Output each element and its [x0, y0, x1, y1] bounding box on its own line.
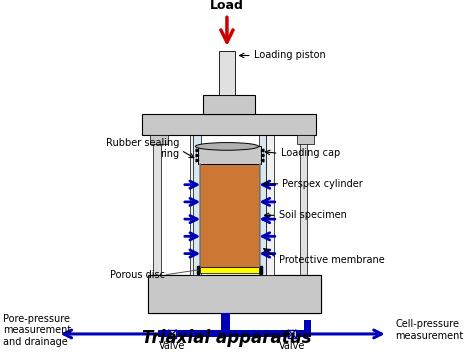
Ellipse shape [195, 143, 258, 150]
Bar [300, 135, 307, 275]
Bar [198, 146, 261, 164]
Bar [200, 164, 259, 267]
Bar [288, 330, 296, 338]
Text: Rubber sealing
ring: Rubber sealing ring [106, 137, 179, 159]
Bar [200, 158, 259, 164]
Bar [200, 267, 259, 273]
Text: Protective membrane: Protective membrane [279, 255, 384, 265]
Bar [203, 95, 255, 114]
Text: Cell-pressure
measurement: Cell-pressure measurement [395, 319, 464, 341]
Text: Load: Load [210, 0, 244, 12]
Text: Perspex cylinder: Perspex cylinder [283, 179, 363, 189]
Text: Porous disc: Porous disc [110, 270, 165, 280]
Text: Loading piston: Loading piston [254, 50, 326, 60]
Bar [169, 330, 176, 338]
Bar [142, 114, 316, 135]
Text: Soil specimen: Soil specimen [279, 210, 346, 220]
Text: Pore-pressure
measurement
and drainage: Pore-pressure measurement and drainage [3, 313, 71, 347]
Bar [297, 135, 314, 144]
Bar [221, 313, 230, 337]
Bar [190, 135, 197, 275]
Bar [193, 135, 201, 275]
Bar [158, 330, 311, 337]
Bar [148, 275, 321, 313]
Bar [148, 275, 321, 313]
Bar [258, 135, 266, 275]
Bar [153, 135, 161, 275]
Bar [304, 320, 311, 337]
Text: Triaxial apparatus: Triaxial apparatus [142, 329, 312, 347]
Text: Valve: Valve [279, 341, 305, 351]
Text: Loading cap: Loading cap [281, 148, 340, 158]
Bar [266, 135, 274, 275]
Text: Valve: Valve [159, 341, 186, 351]
Bar [219, 51, 235, 95]
Bar [150, 135, 168, 144]
